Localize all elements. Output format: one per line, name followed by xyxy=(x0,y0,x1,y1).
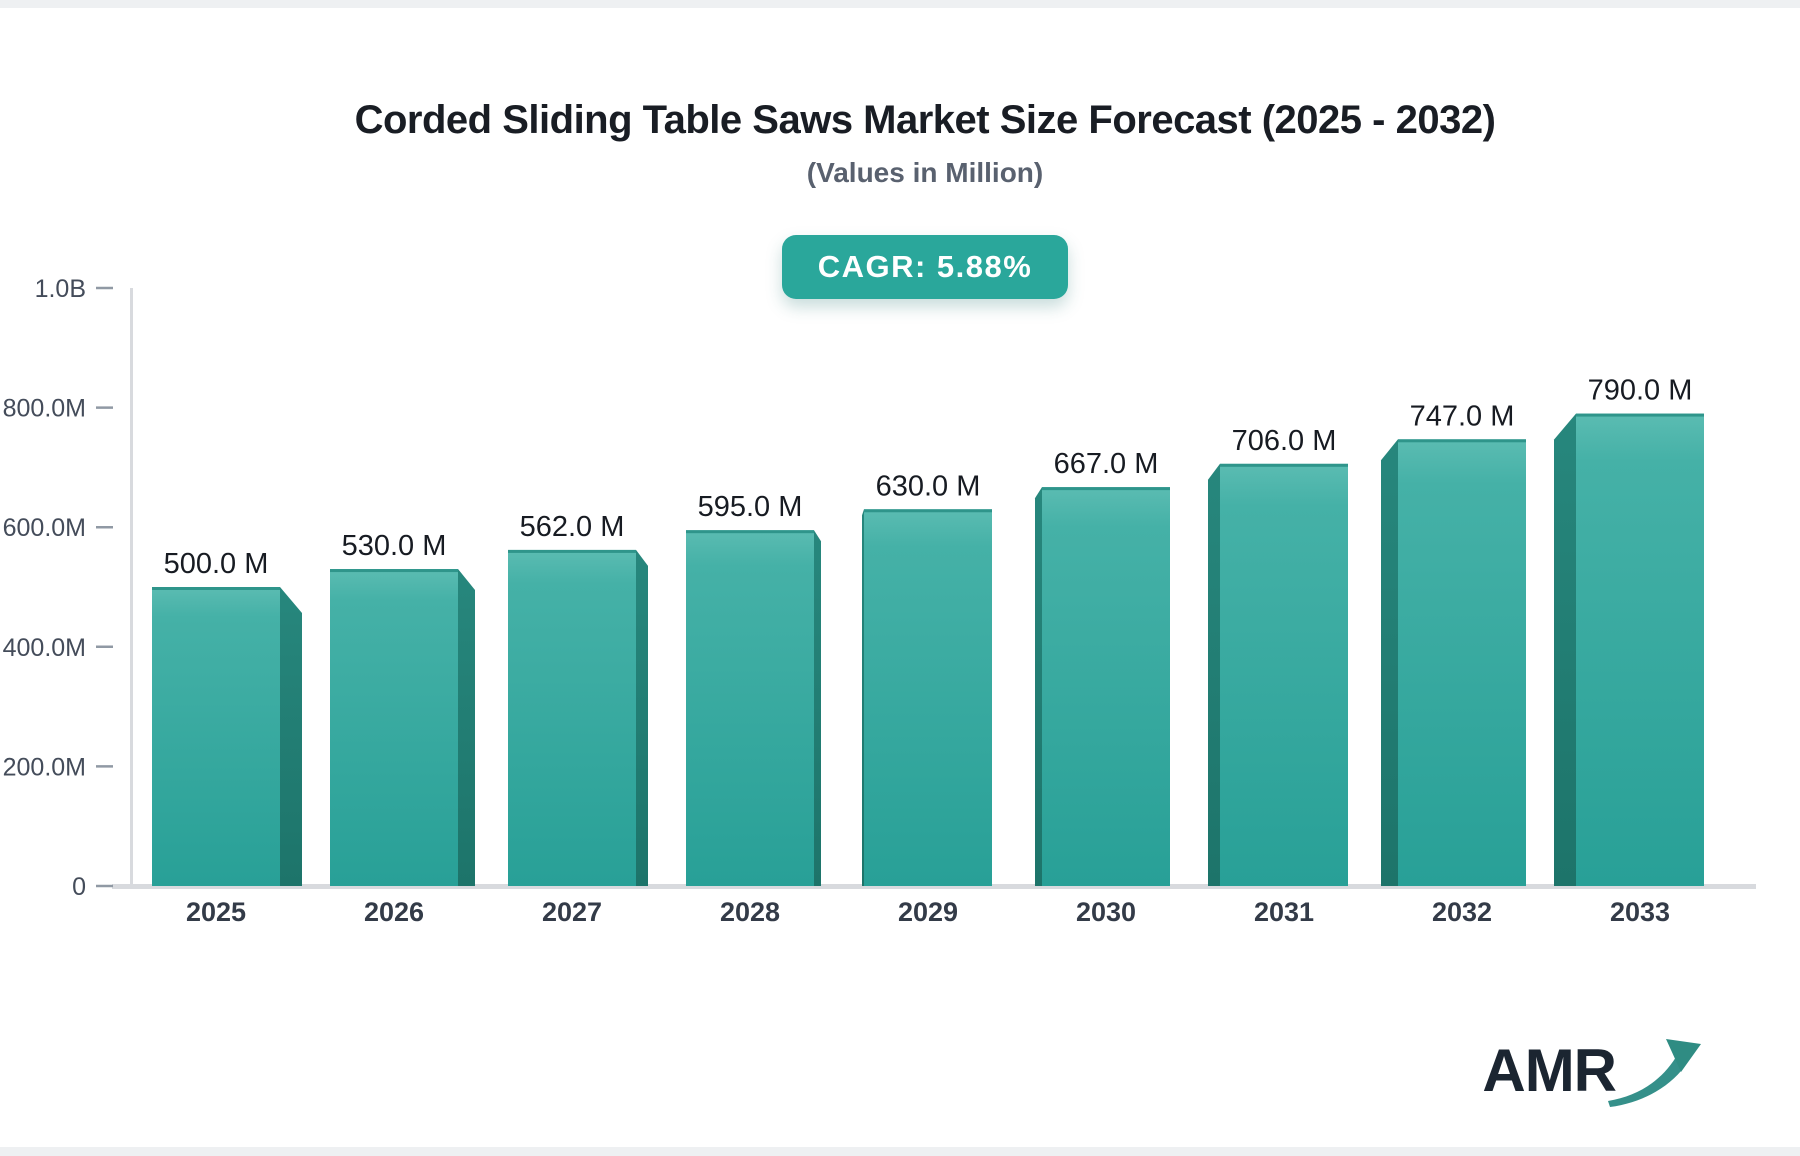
bar-value-label: 706.0 M xyxy=(1232,425,1337,457)
bar-side-face xyxy=(458,569,475,886)
bar-side-face xyxy=(1208,463,1220,886)
amr-logo-text: AMR xyxy=(1482,1037,1617,1104)
cagr-badge: CAGR: 5.88% xyxy=(781,235,1069,299)
bar[interactable] xyxy=(1398,439,1526,886)
bar-top-edge xyxy=(1042,487,1170,491)
bar-value-label: 667.0 M xyxy=(1054,448,1159,480)
bar[interactable] xyxy=(864,509,992,886)
x-axis-label: 2029 xyxy=(898,897,958,927)
y-axis-tick-label: 400.0M xyxy=(3,634,86,662)
bar-group-2031: 706.0 M 2031 xyxy=(1208,425,1348,927)
bar-group-2033: 790.0 M 2033 xyxy=(1554,375,1704,927)
amr-logo: AMR xyxy=(1482,1037,1722,1109)
bar-top-edge xyxy=(508,549,636,553)
bar-top-edge xyxy=(864,509,992,513)
bar-top-edge xyxy=(686,530,814,534)
bar-group-2027: 562.0 M 2027 xyxy=(508,511,648,927)
bar[interactable] xyxy=(1042,487,1170,886)
chart-subtitle: (Values in Million) xyxy=(806,157,1044,188)
bar-top-edge xyxy=(152,587,280,590)
x-axis-line xyxy=(112,884,1756,889)
bar-side-face xyxy=(862,509,864,886)
y-axis-tick-label: 1.0B xyxy=(35,275,86,303)
bar-top-edge xyxy=(1220,463,1348,467)
bar-group-2032: 747.0 M 2032 xyxy=(1381,400,1526,927)
y-axis-tick-label: 200.0M xyxy=(3,753,86,781)
bar[interactable] xyxy=(508,549,636,886)
bar[interactable] xyxy=(152,587,280,886)
x-axis-label: 2025 xyxy=(186,897,246,927)
bar-side-face xyxy=(1381,439,1398,886)
chart-title: Corded Sliding Table Saws Market Size Fo… xyxy=(354,98,1496,142)
bar-value-label: 630.0 M xyxy=(876,470,981,502)
y-axis-tick-label: 800.0M xyxy=(3,395,86,423)
bar-value-label: 747.0 M xyxy=(1410,400,1515,432)
y-axis-tick-label: 600.0M xyxy=(3,514,86,542)
bar-group-2029: 630.0 M 2029 xyxy=(862,470,992,927)
bar-value-label: 562.0 M xyxy=(520,511,625,543)
bar-value-label: 790.0 M xyxy=(1588,375,1693,407)
bar-group-2025: 500.0 M 2025 xyxy=(152,548,302,927)
x-axis-label: 2031 xyxy=(1254,897,1314,927)
y-axis-line xyxy=(130,288,133,886)
bar-group-2030: 667.0 M 2030 xyxy=(1035,448,1170,927)
bar-value-label: 595.0 M xyxy=(698,491,803,523)
bar-top-edge xyxy=(1398,439,1526,443)
x-axis-label: 2030 xyxy=(1076,897,1136,927)
bar-top-edge xyxy=(330,569,458,573)
chart-card: Corded Sliding Table Saws Market Size Fo… xyxy=(0,8,1800,1147)
bar[interactable] xyxy=(686,530,814,886)
bar-side-face xyxy=(814,530,821,886)
x-axis-label: 2027 xyxy=(542,897,602,927)
bar[interactable] xyxy=(330,569,458,886)
bar-side-face xyxy=(1035,487,1042,886)
bar-side-face xyxy=(280,587,302,886)
cagr-badge-row: CAGR: 5.88% xyxy=(50,235,1800,299)
chart-header: Corded Sliding Table Saws Market Size Fo… xyxy=(50,98,1800,299)
y-axis-tick-label: 0 xyxy=(72,873,86,901)
bar-value-label: 500.0 M xyxy=(164,548,269,580)
x-axis-label: 2032 xyxy=(1432,897,1492,927)
bar-value-label: 530.0 M xyxy=(342,530,447,562)
bar[interactable] xyxy=(1576,413,1704,886)
x-axis-label: 2026 xyxy=(364,897,424,927)
x-axis-label: 2033 xyxy=(1610,897,1670,927)
bar-group-2028: 595.0 M 2028 xyxy=(686,491,821,927)
bar-group-2026: 530.0 M 2026 xyxy=(330,530,475,927)
growth-arrow-icon xyxy=(1608,1039,1701,1107)
bar[interactable] xyxy=(1220,463,1348,886)
bar-side-face xyxy=(1554,413,1576,886)
bar-side-face xyxy=(636,549,648,886)
x-axis-label: 2028 xyxy=(720,897,780,927)
bar-top-edge xyxy=(1576,413,1704,417)
